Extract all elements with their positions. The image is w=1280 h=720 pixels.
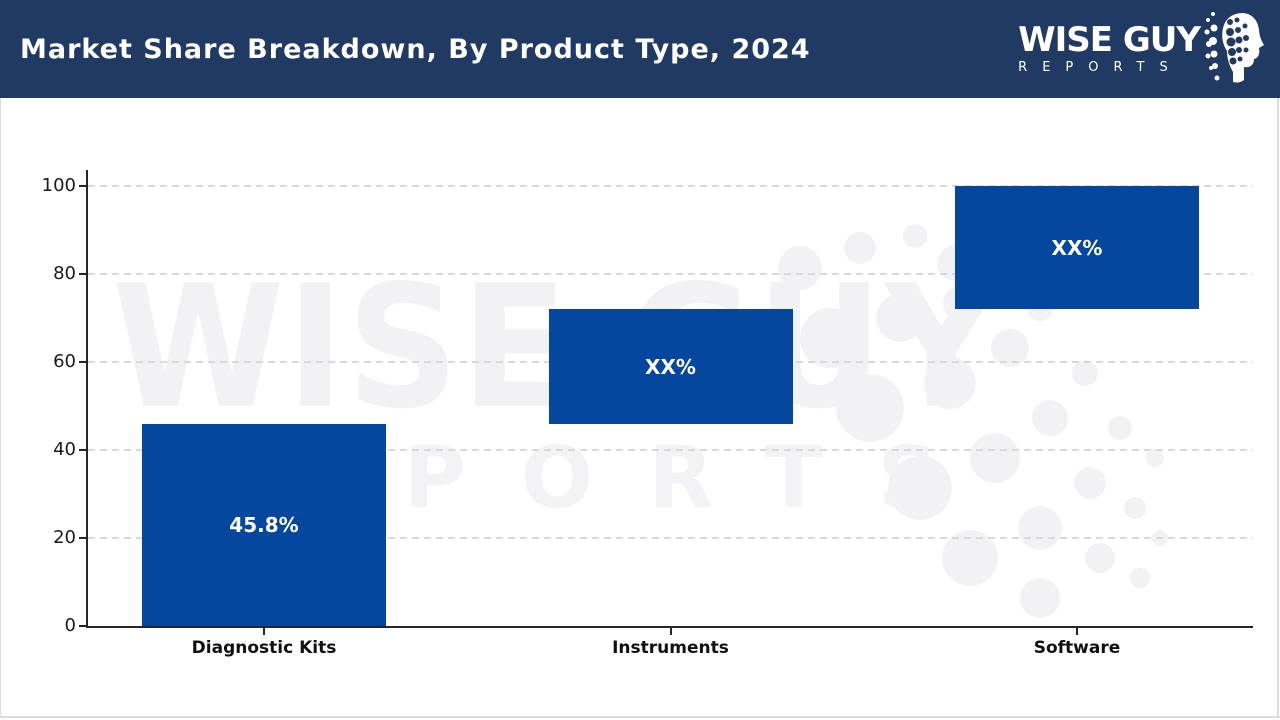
page-title: Market Share Breakdown, By Product Type,… xyxy=(20,33,811,65)
x-axis-category-label: Diagnostic Kits xyxy=(191,638,337,658)
y-axis-tick-mark xyxy=(79,361,86,363)
x-axis-category-label: Instruments xyxy=(612,638,729,658)
x-axis-tick-mark xyxy=(263,628,265,635)
y-axis-tick-mark xyxy=(79,625,86,627)
y-axis-tick-label: 60 xyxy=(53,351,76,373)
bar-value-label: 45.8% xyxy=(229,513,299,538)
x-axis-category-label: Software xyxy=(1033,638,1121,658)
y-axis-tick-mark xyxy=(79,273,86,275)
page-border-bottom xyxy=(0,716,1280,718)
page-border-right xyxy=(1277,98,1279,718)
y-axis-tick-mark xyxy=(79,537,86,539)
chart-canvas: WISE GUY REPORTS 0 20 40 60 80 100 45.8% Diagno… xyxy=(0,98,1280,720)
bar-chart: 0 20 40 60 80 100 45.8% Diagnostic Kits XX% Instr… xyxy=(0,98,1280,720)
y-axis-tick-label: 100 xyxy=(41,175,76,197)
y-axis-tick-mark xyxy=(79,185,86,187)
wiseguy-logo: WISE GUY REPORTS xyxy=(1018,8,1280,90)
y-axis-tick-label: 20 xyxy=(53,527,76,549)
gridline-80 xyxy=(88,273,1253,275)
gridline-100 xyxy=(88,185,1253,187)
header-bar: Market Share Breakdown, By Product Type,… xyxy=(0,0,1280,98)
bar-diagnostic-kits: 45.8% xyxy=(142,424,386,626)
y-axis-tick-label: 40 xyxy=(53,439,76,461)
x-axis-tick-mark xyxy=(1076,628,1078,635)
bar-software: XX% xyxy=(955,186,1199,310)
x-axis-tick-mark xyxy=(669,628,672,635)
x-axis-line xyxy=(86,626,1253,628)
y-axis-tick-label: 80 xyxy=(53,263,76,285)
gridline-40 xyxy=(88,449,1253,451)
bar-value-label: XX% xyxy=(1051,235,1103,260)
logo-wordmark: WISE GUY REPORTS xyxy=(1018,20,1201,75)
y-axis-tick-mark xyxy=(79,449,86,451)
bar-value-label: XX% xyxy=(645,354,696,379)
bar-instruments: XX% xyxy=(548,309,793,425)
y-axis-tick-label: 0 xyxy=(64,615,76,637)
page-border-left xyxy=(0,98,1,718)
y-axis-line xyxy=(86,170,88,628)
logo-title-text: WISE GUY xyxy=(1018,20,1201,60)
logo-subtitle-text: REPORTS xyxy=(1018,60,1183,75)
logo-face-icon xyxy=(1204,12,1264,83)
gridline-20 xyxy=(88,537,1253,539)
